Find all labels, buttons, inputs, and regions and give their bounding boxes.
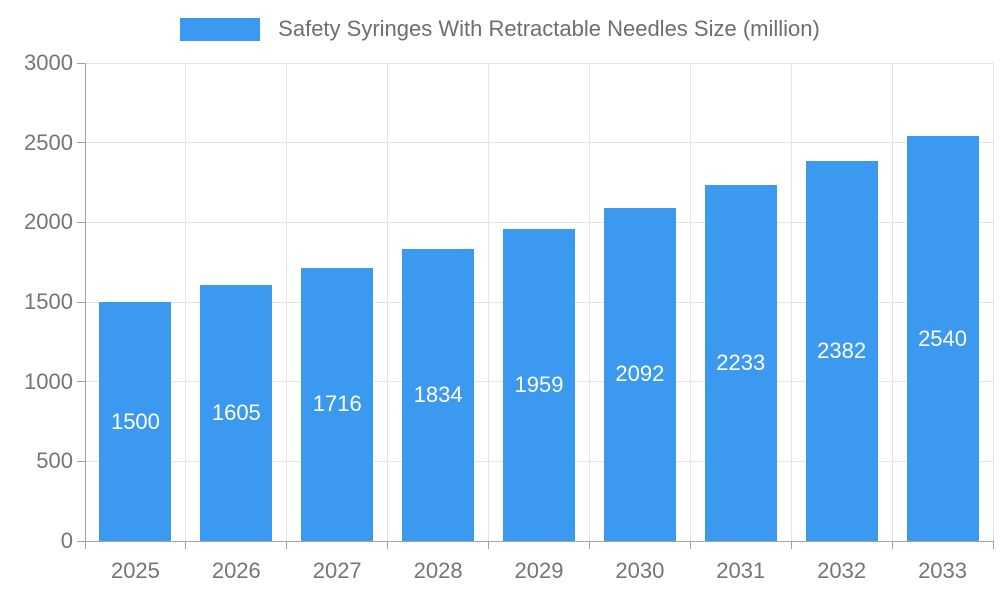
- x-axis-tick: [689, 541, 691, 549]
- bar[interactable]: 2092: [603, 207, 676, 541]
- y-axis-tick: [77, 381, 85, 383]
- x-axis-label: 2027: [312, 558, 362, 583]
- bar[interactable]: 2540: [906, 136, 979, 541]
- gridline-h: [85, 62, 993, 64]
- gridline-v: [286, 63, 288, 541]
- bar-value-label: 1959: [514, 371, 564, 397]
- bar-value-label: 1834: [413, 381, 463, 407]
- x-axis-label: 2032: [817, 558, 867, 583]
- gridline-h: [85, 221, 993, 223]
- x-axis-tick: [387, 541, 389, 549]
- legend[interactable]: Safety Syringes With Retractable Needles…: [0, 16, 1000, 42]
- bar-value-label: 1500: [110, 408, 160, 434]
- bar-value-label: 1605: [211, 400, 261, 426]
- y-axis-tick: [77, 221, 85, 223]
- bar[interactable]: 1959: [503, 228, 575, 541]
- gridline-v: [488, 63, 490, 541]
- x-axis-tick: [185, 541, 187, 549]
- x-axis-label: 2026: [211, 558, 261, 583]
- bar-value-label: 2233: [716, 350, 766, 376]
- x-axis-label: 2029: [514, 558, 564, 583]
- y-axis-label: 3000: [24, 50, 73, 75]
- legend-label: Safety Syringes With Retractable Needles…: [278, 16, 820, 41]
- bar-value-label: 2092: [615, 361, 665, 387]
- y-axis-tick: [77, 540, 85, 542]
- bar[interactable]: 2233: [704, 185, 777, 541]
- y-axis-tick: [77, 460, 85, 462]
- y-axis-tick: [77, 62, 85, 64]
- gridline-h: [85, 142, 993, 144]
- legend-swatch-icon: [180, 17, 261, 41]
- x-axis-label: 2030: [615, 558, 665, 583]
- y-axis-label: 2000: [24, 209, 73, 235]
- gridline-v: [790, 63, 792, 541]
- gridline-v: [185, 63, 187, 541]
- bar[interactable]: 1605: [200, 285, 273, 541]
- x-axis-label: 2031: [716, 558, 766, 583]
- bar[interactable]: 1716: [301, 267, 374, 541]
- x-axis-tick: [891, 541, 893, 549]
- bar-value-label: 2540: [918, 325, 968, 351]
- y-axis-label: 1500: [24, 289, 73, 314]
- x-axis-tick: [84, 541, 86, 549]
- y-axis-label: 1000: [24, 368, 73, 394]
- bar[interactable]: 2382: [805, 161, 878, 541]
- y-axis-tick: [77, 142, 85, 144]
- x-axis-tick: [790, 541, 792, 549]
- x-axis-label: 2025: [110, 558, 160, 583]
- x-axis-tick: [992, 541, 994, 549]
- bar[interactable]: 1500: [99, 302, 172, 541]
- bar-value-label: 1716: [312, 391, 362, 417]
- x-axis-tick: [588, 541, 590, 549]
- gridline-v: [992, 63, 994, 541]
- y-axis-label: 0: [60, 528, 73, 553]
- x-axis-label: 2028: [413, 558, 463, 583]
- x-axis-line: [85, 540, 993, 542]
- gridline-v: [387, 63, 389, 541]
- x-axis-tick: [286, 541, 288, 549]
- gridline-v: [891, 63, 893, 541]
- gridline-v: [689, 63, 691, 541]
- x-axis-label: 2033: [918, 558, 968, 583]
- y-axis-tick: [77, 301, 85, 303]
- y-axis-label: 2500: [24, 129, 73, 155]
- y-axis-line: [84, 63, 86, 541]
- y-axis-label: 500: [36, 448, 73, 474]
- bar-value-label: 2382: [817, 338, 867, 364]
- gridline-v: [588, 63, 590, 541]
- x-axis-tick: [488, 541, 490, 549]
- bar[interactable]: 1834: [402, 248, 475, 541]
